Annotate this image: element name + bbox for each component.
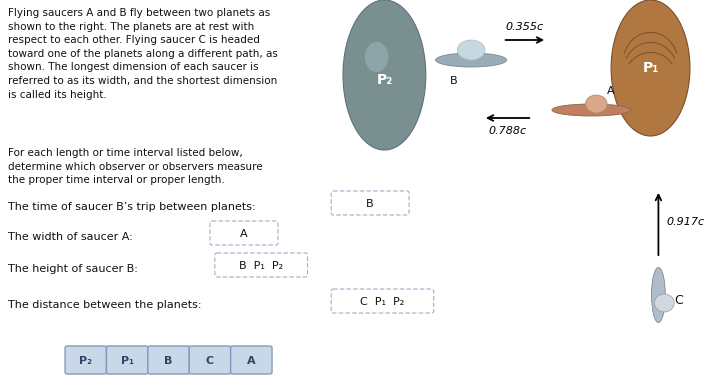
Text: P₂: P₂	[376, 73, 392, 87]
Text: 0.788c: 0.788c	[488, 126, 527, 136]
Text: A: A	[240, 229, 248, 239]
Text: Flying saucers A and B fly between two planets as
shown to the right. The planet: Flying saucers A and B fly between two p…	[8, 8, 278, 100]
FancyBboxPatch shape	[65, 346, 107, 374]
Text: The width of saucer A:: The width of saucer A:	[8, 232, 132, 242]
Text: 0.355c: 0.355c	[506, 22, 543, 32]
Text: For each length or time interval listed below,
determine which observer or obser: For each length or time interval listed …	[8, 148, 263, 185]
Ellipse shape	[654, 294, 674, 312]
Text: C: C	[206, 356, 214, 366]
Text: C  P₁  P₂: C P₁ P₂	[360, 297, 404, 307]
Ellipse shape	[436, 53, 507, 67]
Ellipse shape	[365, 42, 388, 72]
Ellipse shape	[651, 267, 665, 323]
Text: C: C	[674, 294, 683, 307]
Text: The height of saucer B:: The height of saucer B:	[8, 264, 137, 274]
Text: 0.917c: 0.917c	[666, 217, 704, 227]
Text: The time of saucer B’s trip between planets:: The time of saucer B’s trip between plan…	[8, 202, 256, 212]
FancyBboxPatch shape	[210, 221, 278, 245]
Text: P₂: P₂	[79, 356, 93, 366]
FancyBboxPatch shape	[189, 346, 231, 374]
Text: B: B	[366, 199, 374, 209]
Ellipse shape	[343, 0, 426, 150]
Text: B: B	[164, 356, 173, 366]
FancyBboxPatch shape	[107, 346, 148, 374]
FancyBboxPatch shape	[331, 191, 409, 215]
Ellipse shape	[585, 95, 607, 113]
Text: P₁: P₁	[642, 61, 659, 75]
Text: The distance between the planets:: The distance between the planets:	[8, 300, 201, 310]
Ellipse shape	[552, 104, 631, 116]
Text: P₁: P₁	[120, 356, 134, 366]
Text: B: B	[449, 76, 457, 86]
FancyBboxPatch shape	[148, 346, 189, 374]
Text: A: A	[247, 356, 256, 366]
Text: B  P₁  P₂: B P₁ P₂	[239, 261, 283, 271]
FancyBboxPatch shape	[215, 253, 308, 277]
FancyBboxPatch shape	[231, 346, 272, 374]
Ellipse shape	[457, 40, 485, 60]
Text: A: A	[607, 86, 615, 96]
Ellipse shape	[611, 0, 690, 136]
FancyBboxPatch shape	[331, 289, 434, 313]
